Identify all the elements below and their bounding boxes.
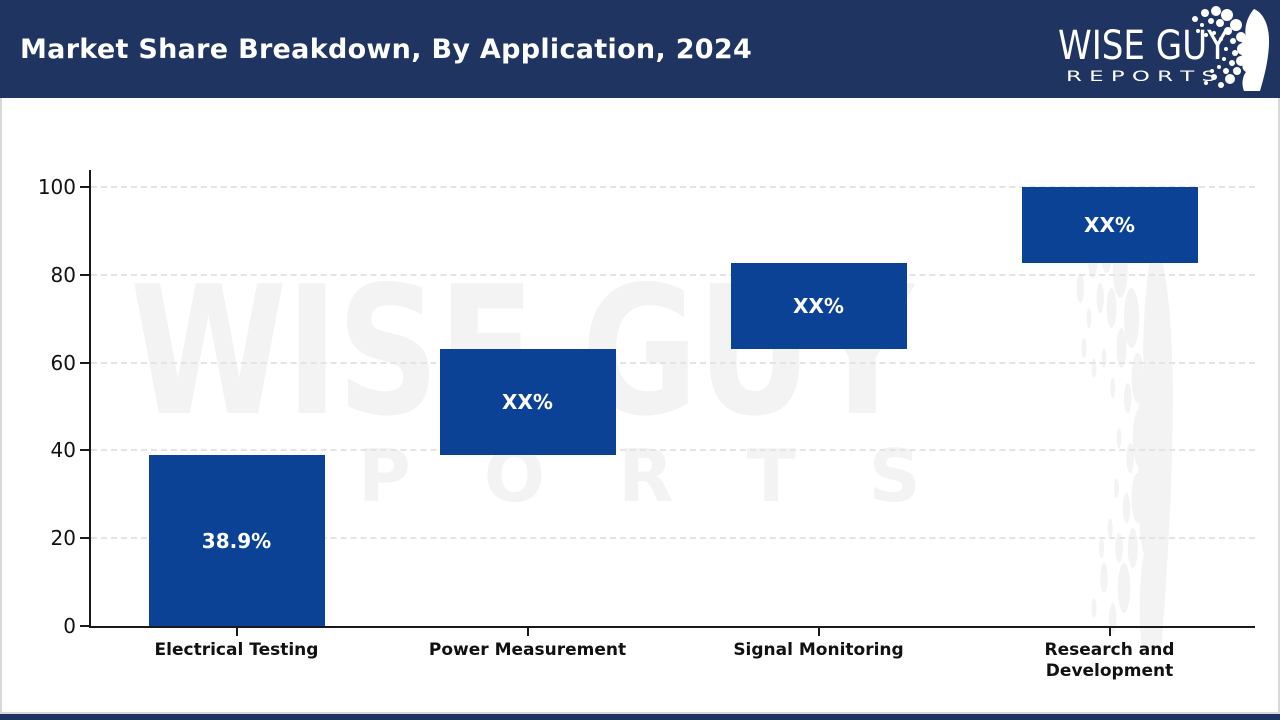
wise-guy-logo-icon: WISE GUY R E P O R T S [1058,6,1270,91]
y-tick-label: 0 [63,614,76,638]
x-tick-mark [235,628,238,636]
y-tick-mark [80,625,89,627]
wise-guy-logo: WISE GUY R E P O R T S [1022,5,1270,93]
bar-segment: 38.9% [148,455,325,626]
y-gridline [91,361,1255,364]
logo-line2-text: R E P O R T S [1066,69,1216,85]
x-tick-label: Signal Monitoring [733,640,904,660]
y-tick-label: 100 [37,175,76,199]
y-tick-mark [80,273,89,276]
y-gridline [91,273,1255,276]
y-gridline [91,449,1255,452]
x-tick-label: Electrical Testing [154,640,319,660]
y-tick-mark [80,537,89,540]
header-bar: Market Share Breakdown, By Application, … [0,0,1280,98]
bar-value-label: XX% [793,294,844,319]
x-tick-mark [526,628,529,636]
bar-value-label: XX% [502,390,553,415]
footer-bar [0,712,1280,720]
y-tick-label: 20 [50,526,76,551]
y-tick-label: 40 [50,438,76,463]
x-tick-label: Research and Development [1044,640,1175,681]
bar-segment: XX% [439,349,616,456]
x-tick-label: Power Measurement [428,640,627,660]
x-tick-mark [1108,628,1111,636]
y-tick-label: 60 [50,350,76,375]
y-gridline [91,537,1255,540]
logo-line1-text: WISE GUY [1058,23,1228,69]
y-tick-label: 80 [50,262,76,287]
chart-canvas: WISE GUY P O R T S 0 20 40 60 80 100 38.9% Elec… [0,98,1280,712]
y-tick-mark [80,186,89,188]
plot-area: 0 20 40 60 80 100 38.9% Electrical Testing XX% Po… [2,98,1278,712]
x-tick-mark [817,628,820,636]
logo-dots-head-icon [1192,6,1270,91]
y-axis-spine [89,170,91,628]
bar-segment: XX% [1021,187,1198,263]
bar-value-label: XX% [1084,212,1135,237]
bar-value-label: 38.9% [201,528,272,553]
y-tick-mark [80,449,89,452]
y-tick-mark [80,361,89,364]
x-axis-spine [89,626,1255,628]
y-gridline [91,186,1255,188]
page-title: Market Share Breakdown, By Application, … [20,33,753,65]
bar-segment: XX% [730,262,907,350]
